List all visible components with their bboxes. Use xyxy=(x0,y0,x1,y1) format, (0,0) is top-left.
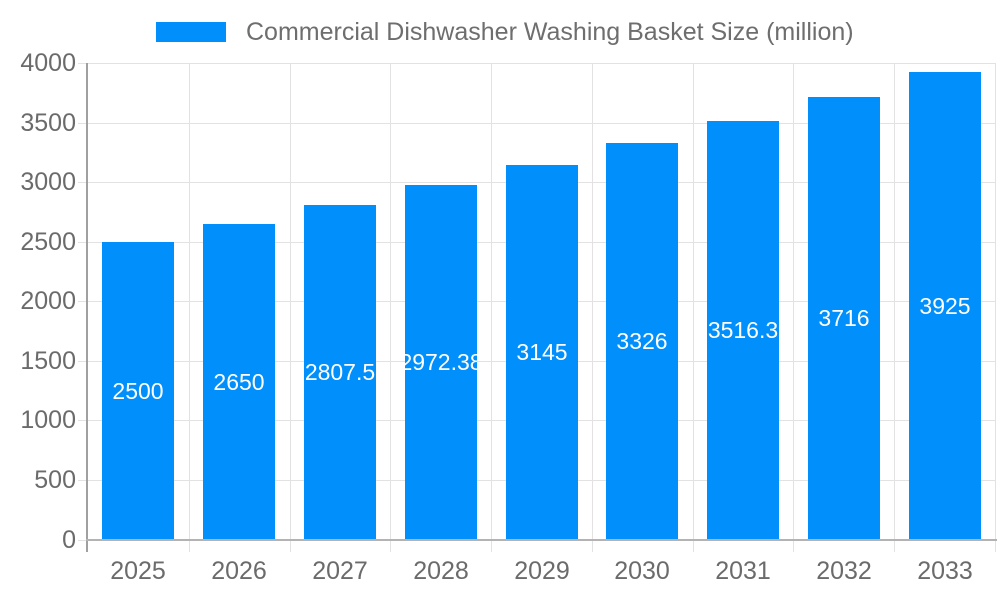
x-gridline xyxy=(290,63,291,552)
y-axis-line xyxy=(86,63,88,552)
y-tick-label: 500 xyxy=(34,466,76,494)
y-gridline xyxy=(78,123,995,124)
y-tick-label: 4000 xyxy=(20,49,76,77)
legend[interactable]: Commercial Dishwasher Washing Basket Siz… xyxy=(156,18,854,46)
x-tick-label-2033: 2033 xyxy=(917,557,973,585)
x-tick-label-2030: 2030 xyxy=(614,557,670,585)
x-gridline xyxy=(189,63,190,552)
x-gridline xyxy=(693,63,694,552)
legend-swatch xyxy=(156,22,226,42)
bar-2025[interactable]: 2500 xyxy=(102,242,174,540)
x-gridline xyxy=(995,63,996,552)
y-tick-label: 1000 xyxy=(20,406,76,434)
bar-value-label: 2972.38 xyxy=(405,348,477,375)
bar-value-label: 3716 xyxy=(818,305,870,331)
bar-value-label: 2807.5 xyxy=(304,358,376,385)
x-tick-label-2025: 2025 xyxy=(110,557,166,585)
y-tick-label: 1500 xyxy=(20,347,76,375)
bar-2033[interactable]: 3925 xyxy=(909,72,981,540)
y-tick-label: 2500 xyxy=(20,228,76,256)
bar-value-label: 2500 xyxy=(112,377,164,404)
x-gridline xyxy=(390,63,391,552)
x-tick-label-2026: 2026 xyxy=(211,557,267,585)
bar-value-label: 3925 xyxy=(919,292,971,319)
bar-2031[interactable]: 3516.3 xyxy=(707,121,779,540)
x-tick-label-2029: 2029 xyxy=(514,557,570,585)
y-tick-label: 3500 xyxy=(20,109,76,137)
x-gridline xyxy=(592,63,593,552)
x-gridline xyxy=(491,63,492,552)
x-tick-label-2032: 2032 xyxy=(816,557,872,585)
bar-value-label: 3516.3 xyxy=(707,317,779,343)
x-gridline xyxy=(894,63,895,552)
x-gridline xyxy=(793,63,794,552)
bar-2032[interactable]: 3716 xyxy=(808,97,880,540)
bar-value-label: 3326 xyxy=(616,327,668,354)
bar-2029[interactable]: 3145 xyxy=(506,165,578,540)
bar-2030[interactable]: 3326 xyxy=(606,143,678,539)
y-gridline xyxy=(78,63,995,64)
y-tick-label: 3000 xyxy=(20,168,76,196)
y-tick-label: 0 xyxy=(62,526,76,554)
legend-label: Commercial Dishwasher Washing Basket Siz… xyxy=(246,17,854,46)
y-tick-label: 2000 xyxy=(20,287,76,315)
x-tick-label-2031: 2031 xyxy=(715,557,771,585)
bar-2027[interactable]: 2807.5 xyxy=(304,205,376,539)
bar-value-label: 2650 xyxy=(213,368,265,395)
x-axis-line xyxy=(86,539,997,541)
bar-2028[interactable]: 2972.38 xyxy=(405,185,477,539)
bar-2026[interactable]: 2650 xyxy=(203,224,275,540)
bar-value-label: 3145 xyxy=(516,339,568,365)
x-tick-label-2027: 2027 xyxy=(312,557,368,585)
x-tick-label-2028: 2028 xyxy=(413,557,469,585)
